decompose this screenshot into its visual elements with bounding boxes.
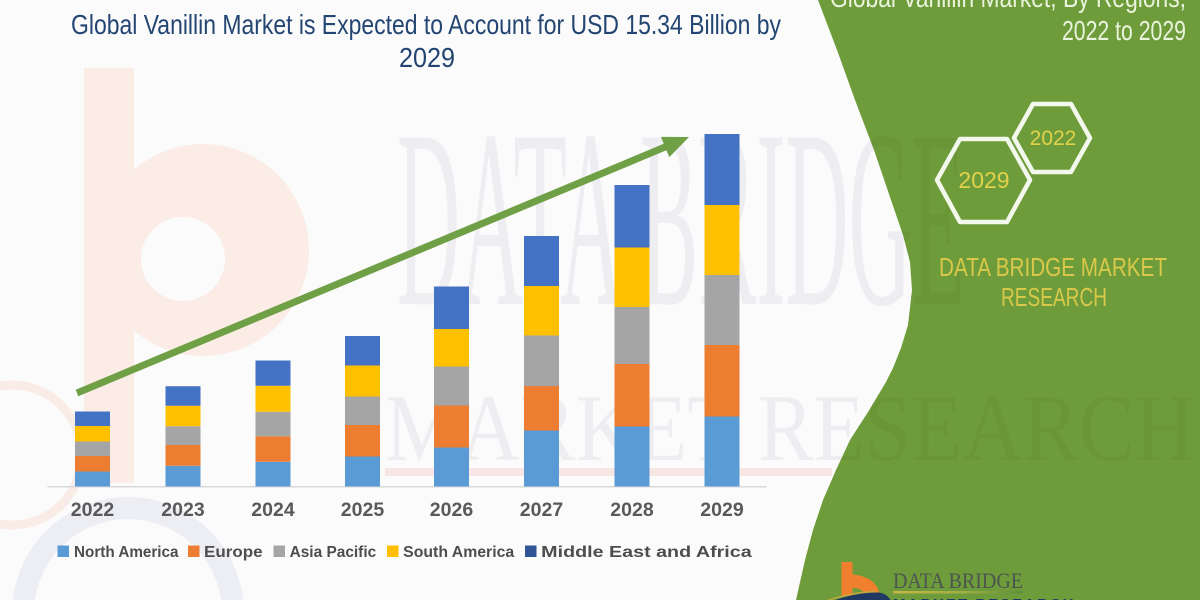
svg-text:2022: 2022 <box>1030 127 1077 150</box>
svg-text:South America: South America <box>403 544 514 561</box>
svg-text:DATA BRIDGE MARKET: DATA BRIDGE MARKET <box>939 252 1167 282</box>
svg-text:RESEARCH: RESEARCH <box>1001 282 1107 312</box>
svg-text:2029: 2029 <box>399 42 455 73</box>
svg-text:2025: 2025 <box>341 499 385 521</box>
svg-text:Middle East and Africa: Middle East and Africa <box>541 544 752 561</box>
svg-text:2022 to 2029: 2022 to 2029 <box>1062 15 1186 46</box>
svg-text:2029: 2029 <box>958 167 1009 193</box>
svg-text:Europe: Europe <box>204 544 263 561</box>
svg-text:2027: 2027 <box>520 499 563 521</box>
svg-text:MARKET RESEARCH: MARKET RESEARCH <box>893 596 1076 600</box>
svg-text:2024: 2024 <box>251 499 295 521</box>
svg-text:Asia Pacific: Asia Pacific <box>290 544 377 561</box>
svg-text:North America: North America <box>74 544 179 561</box>
svg-text:2026: 2026 <box>430 499 474 521</box>
svg-text:2023: 2023 <box>161 499 205 521</box>
svg-text:2028: 2028 <box>610 499 654 521</box>
svg-text:2029: 2029 <box>700 499 744 521</box>
svg-text:2022: 2022 <box>71 499 115 521</box>
svg-text:Global Vanillin Market is Expe: Global Vanillin Market is Expected to Ac… <box>71 9 781 40</box>
svg-text:DATA BRIDGE: DATA BRIDGE <box>893 568 1023 593</box>
svg-text:Global Vanillin Market, By Reg: Global Vanillin Market, By Regions, <box>830 0 1186 13</box>
